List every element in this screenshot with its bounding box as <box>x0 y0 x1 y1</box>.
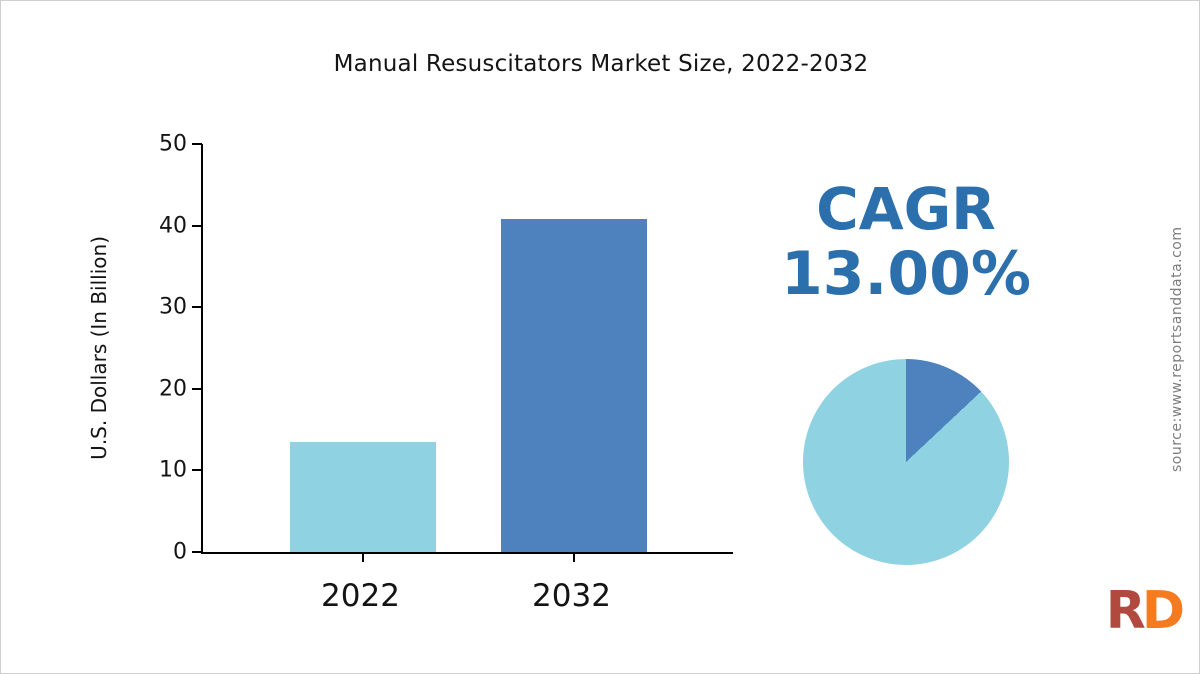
cagr-label: CAGR <box>816 175 996 243</box>
y-tick-mark <box>192 224 202 227</box>
bar-chart-plot-area <box>192 143 733 562</box>
pie-chart <box>803 359 1009 565</box>
x-category-label-2032: 2032 <box>532 578 611 614</box>
y-tick-label-50: 50 <box>159 131 187 157</box>
bars-container <box>203 144 733 552</box>
y-tick-label-20: 20 <box>159 376 187 402</box>
brand-logo-letter-r: R <box>1105 581 1146 641</box>
source-text: source:www.reportsanddata.com <box>1169 179 1185 519</box>
cagr-value: 13.00% <box>781 238 1031 309</box>
cagr-block: CAGR 13.00% <box>766 179 1046 309</box>
brand-logo: RD <box>1106 585 1185 637</box>
bar-2032 <box>500 219 647 552</box>
y-tick-label-10: 10 <box>159 457 187 483</box>
y-tick-mark <box>192 469 202 472</box>
source-text-label: source:www.reportsanddata.com <box>1169 226 1185 472</box>
x-tick-mark <box>572 554 575 562</box>
y-tick-mark <box>192 143 202 145</box>
x-category-label-2022: 2022 <box>321 578 400 614</box>
brand-logo-letter-d: D <box>1141 581 1185 641</box>
y-axis-tick-labels: 0 10 20 30 40 50 <box>121 132 187 565</box>
x-axis-labels: 2022 2032 <box>201 578 731 614</box>
chart-title: Manual Resuscitators Market Size, 2022-2… <box>333 51 869 77</box>
y-tick-mark <box>192 387 202 390</box>
y-axis-title: U.S. Dollars (In Billion) <box>87 236 111 460</box>
y-tick-mark <box>192 551 202 553</box>
y-tick-label-0: 0 <box>173 539 187 565</box>
x-tick-mark <box>361 554 364 562</box>
y-axis-title-wrap: U.S. Dollars (In Billion) <box>79 144 119 552</box>
y-tick-label-30: 30 <box>159 294 187 320</box>
y-tick-mark <box>192 306 202 309</box>
bar-2022 <box>289 441 436 552</box>
y-tick-label-40: 40 <box>159 213 187 239</box>
